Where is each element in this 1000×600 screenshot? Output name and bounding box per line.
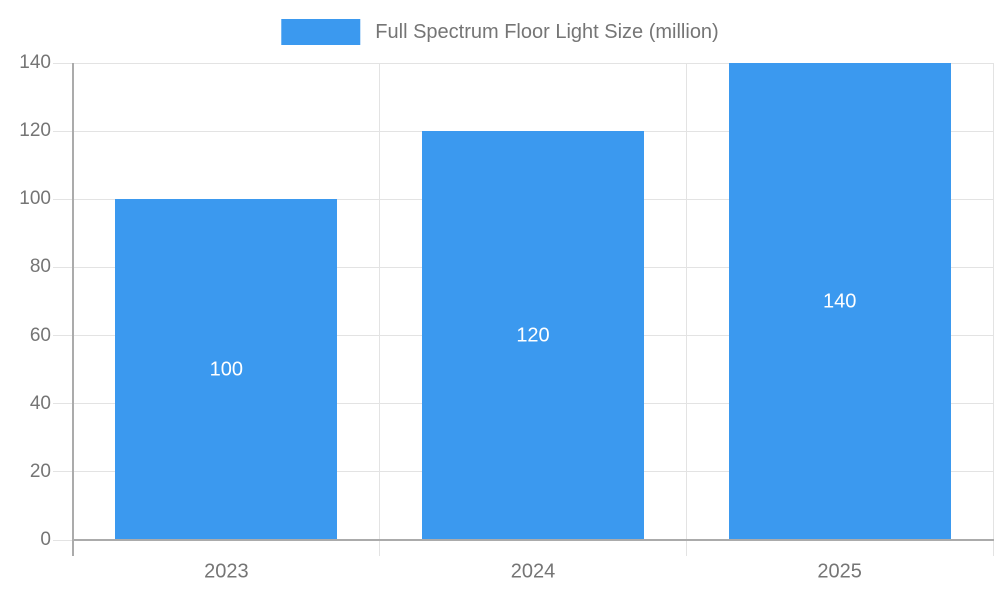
y-axis-line <box>72 63 74 556</box>
bar-value-label: 140 <box>822 290 857 312</box>
y-tick-label: 140 <box>19 52 51 73</box>
y-tick-mark <box>53 471 73 473</box>
y-tick-mark <box>53 335 73 337</box>
legend-item[interactable]: Full Spectrum Floor Light Size (million) <box>281 19 719 45</box>
y-tick-label: 40 <box>29 392 51 414</box>
y-tick-label: 100 <box>19 188 51 210</box>
legend-label: Full Spectrum Floor Light Size (million) <box>375 20 719 43</box>
y-tick-label: 80 <box>29 256 51 278</box>
x-tick-mark <box>992 540 994 556</box>
bar[interactable] <box>422 131 644 540</box>
x-category-label: 2024 <box>510 560 556 583</box>
bar[interactable] <box>728 63 951 540</box>
bar-value-label: 120 <box>516 324 550 347</box>
legend-swatch <box>281 19 361 45</box>
x-axis-line <box>72 539 994 541</box>
y-tick-mark <box>53 62 73 64</box>
bar-value-label: 100 <box>209 358 244 381</box>
y-tick-label: 0 <box>40 529 51 550</box>
y-tick-mark <box>53 198 73 200</box>
y-tick-mark <box>53 539 73 541</box>
x-gridline <box>685 63 687 540</box>
y-gridline <box>73 62 993 64</box>
x-category-label: 2023 <box>204 560 249 583</box>
y-tick-mark <box>53 266 73 268</box>
y-tick-label: 120 <box>19 120 51 142</box>
y-tick-mark <box>53 403 73 405</box>
bar[interactable] <box>115 199 338 540</box>
y-tick-label: 20 <box>29 460 51 482</box>
x-tick-mark <box>685 540 687 556</box>
x-gridline <box>992 63 994 540</box>
y-tick-label: 60 <box>29 324 51 346</box>
x-gridline <box>379 63 381 540</box>
x-tick-mark <box>379 540 381 556</box>
y-tick-mark <box>53 130 73 132</box>
x-category-label: 2025 <box>817 560 862 583</box>
